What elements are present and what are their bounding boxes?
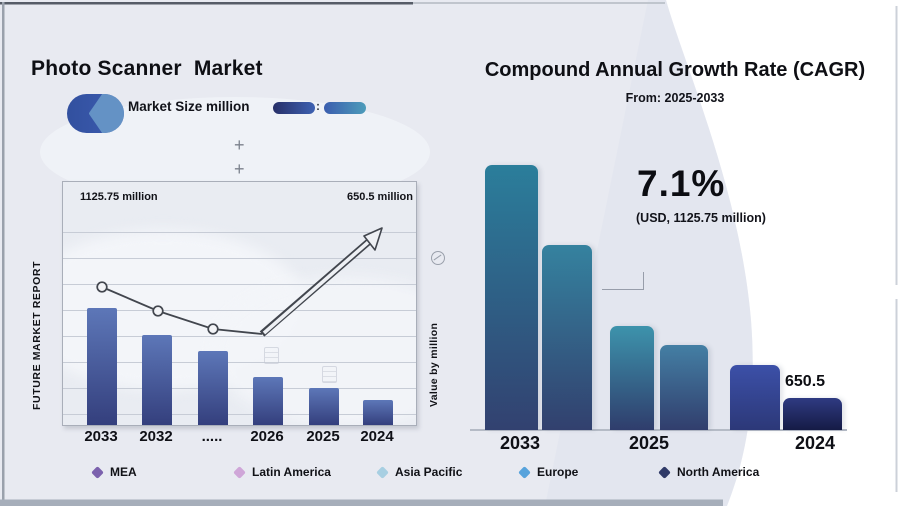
right-chart-y-axis-label: Value by million — [428, 322, 440, 407]
left-chart-plot-area: 1125.75 million 650.5 million — [62, 181, 417, 426]
bar-2032 — [142, 335, 172, 425]
mini-pill-icon-left — [273, 102, 315, 114]
gridline — [63, 362, 416, 363]
frame-top-light — [413, 2, 665, 4]
watermark-icon — [322, 366, 337, 383]
x-axis-label: 2033 — [84, 428, 118, 445]
mini-pill-icon-right — [324, 102, 366, 114]
legend-item-latin-america: Latin America — [233, 465, 331, 479]
annotation-end-value: 650.5 million — [346, 191, 413, 203]
legend-label: North America — [677, 465, 760, 479]
plus-mark-icon: + — [234, 159, 245, 179]
bar-2026 — [253, 377, 283, 425]
bar-2024-2 — [783, 398, 842, 430]
legend-label: Europe — [537, 465, 579, 479]
cagr-title: Compound Annual Growth Rate (CAGR) — [484, 59, 866, 81]
gridline — [63, 284, 416, 285]
cagr-subtitle: From: 2025-2033 — [625, 91, 725, 105]
legend-item-europe: Europe — [518, 465, 579, 479]
diamond-icon — [91, 465, 104, 479]
bar-2033-1 — [485, 165, 538, 430]
bar-2024 — [363, 400, 393, 425]
right-chart-baseline — [470, 429, 847, 431]
x-axis-label: 2024 — [360, 428, 394, 445]
pill-facet — [88, 94, 124, 133]
market-size-pill-icon — [67, 94, 124, 133]
legend-item-mea: MEA — [91, 465, 137, 479]
gridline — [63, 258, 416, 259]
cagr-percentage: 7.1% — [637, 163, 726, 204]
legend-label: Latin America — [252, 465, 331, 479]
x-axis-label: 2025 — [306, 428, 340, 445]
market-size-legend-label: Market Size million — [128, 99, 250, 114]
frame-bottom — [0, 499, 723, 506]
annotation-start-value: 1125.75 million — [80, 191, 158, 203]
x-axis-label: ..... — [201, 428, 223, 445]
trend-line-arrow — [96, 227, 383, 337]
legend-item-asia-pacific: Asia Pacific — [376, 465, 463, 479]
bar-2025-2 — [660, 345, 708, 430]
frame-right-lower — [895, 299, 898, 492]
bar-2025 — [309, 388, 339, 425]
bar-2033 — [87, 308, 117, 425]
page-title: Photo Scanner Market — [31, 57, 263, 80]
diamond-icon — [376, 465, 389, 479]
frame-right-upper — [895, 6, 898, 285]
end-value-label: 650.5 — [785, 373, 826, 390]
diamond-icon — [658, 465, 671, 479]
x-axis-label: 2033 — [499, 433, 541, 453]
x-axis-label: 2025 — [628, 433, 670, 453]
step-bracket-decor — [602, 272, 644, 290]
gridline — [63, 414, 416, 415]
diamond-icon — [518, 465, 531, 479]
frame-left — [2, 2, 5, 502]
x-axis-label: 2026 — [250, 428, 284, 445]
bar-2033-2 — [542, 245, 592, 430]
legend-label: Asia Pacific — [395, 465, 463, 479]
x-axis-label: 2032 — [139, 428, 173, 445]
x-axis-label: 2024 — [794, 433, 836, 453]
watermark-icon — [264, 347, 279, 364]
bar-2024-1 — [730, 365, 780, 430]
circle-slash-icon — [431, 251, 445, 265]
pill-colon: : — [316, 99, 320, 113]
legend-item-north-america: North America — [658, 465, 760, 479]
gridline — [63, 310, 416, 311]
legend-label: MEA — [110, 465, 137, 479]
left-chart-y-axis-label: FUTURE MARKET REPORT — [31, 260, 43, 410]
bar-2025-1 — [610, 326, 654, 430]
frame-top-dark — [0, 2, 413, 5]
plus-mark-icon: + — [234, 135, 245, 155]
gridline — [63, 336, 416, 337]
gridline — [63, 232, 416, 233]
gridline — [63, 388, 416, 389]
bar-..... — [198, 351, 228, 425]
cagr-usd-note: (USD, 1125.75 million) — [636, 211, 766, 225]
cloud-blob — [40, 97, 430, 207]
diamond-icon — [233, 465, 246, 479]
